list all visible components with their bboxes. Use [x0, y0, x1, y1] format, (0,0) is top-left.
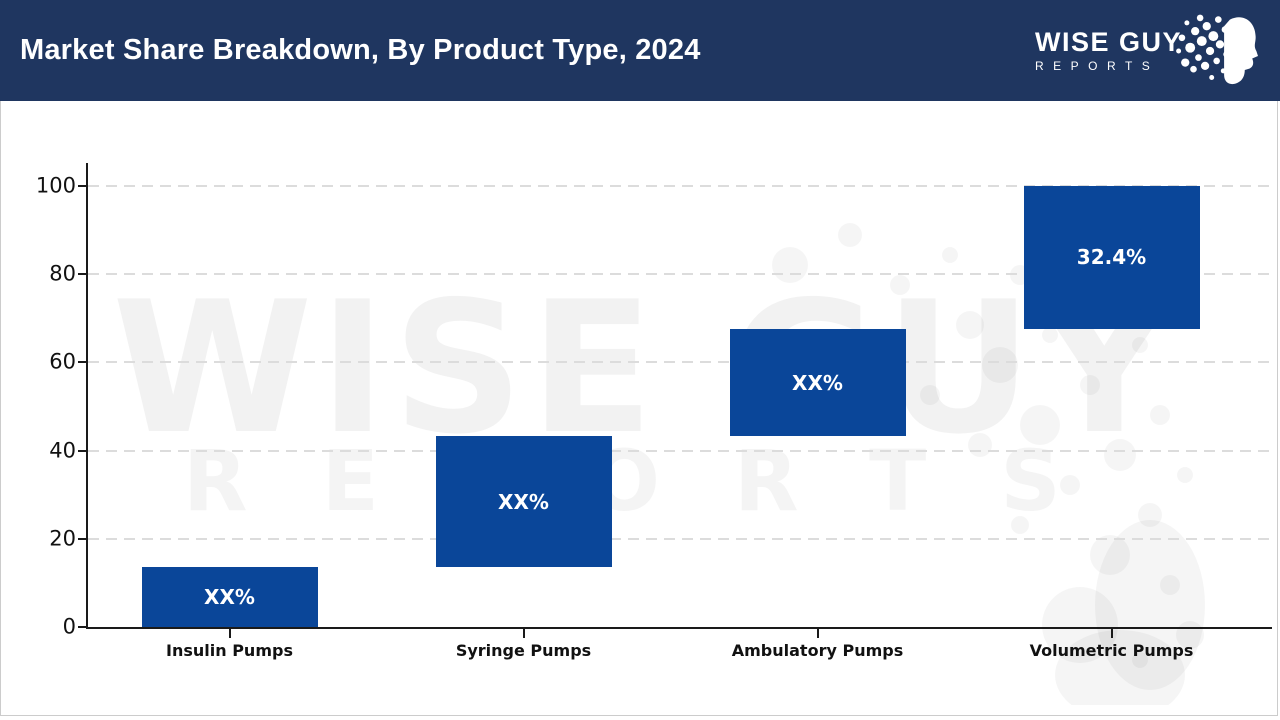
x-axis-label-1: Insulin Pumps — [166, 641, 293, 660]
logo-text: WISE GUY REPORTS — [1034, 27, 1182, 73]
watermark-subtext: REPORTS — [183, 432, 1135, 530]
y-axis-tick-label: 80 — [49, 261, 76, 286]
x-tick — [1110, 629, 1113, 638]
bar-ambulatory-pumps — [729, 328, 906, 437]
y-axis-tick-label: 60 — [49, 349, 76, 374]
face-profile-icon — [1176, 14, 1258, 84]
y-tick — [78, 361, 87, 364]
x-tick — [816, 629, 819, 638]
watermark-face-dots — [772, 223, 1205, 705]
logo-subtitle: REPORTS — [1034, 59, 1160, 73]
x-axis-label-2: Syringe Pumps — [455, 641, 592, 660]
bar-insulin-pumps — [141, 567, 318, 627]
bar-volumetric-pumps — [1023, 186, 1200, 329]
y-tick — [78, 185, 87, 187]
page-title: Market Share Breakdown, By Product Type,… — [20, 34, 701, 66]
chart-header: Market Share Breakdown, By Product Type,… — [0, 0, 1280, 101]
y-axis-tick-label: 20 — [49, 526, 76, 551]
bar-value-label: XX% — [204, 585, 255, 610]
gridline-40 — [88, 449, 1272, 452]
y-axis-tick-label: 40 — [49, 438, 76, 463]
x-tick — [522, 629, 525, 638]
gridline-20 — [88, 537, 1272, 540]
y-tick — [78, 626, 87, 628]
y-axis-tick-label: 0 — [62, 614, 76, 639]
bar-value-label: 32.4% — [1076, 245, 1147, 270]
y-tick — [78, 273, 87, 276]
y-tick — [78, 537, 87, 540]
wise-guy-logo: WISE GUY REPORTS — [1035, 5, 1258, 97]
x-axis-line — [86, 627, 1272, 629]
x-axis-label-3: Ambulatory Pumps — [731, 641, 904, 660]
logo-name: WISE GUY — [1034, 27, 1182, 57]
x-tick — [228, 629, 231, 638]
y-axis-line — [86, 163, 88, 629]
watermark-text: WISE GUY — [112, 262, 1177, 474]
gridline-80 — [88, 273, 1272, 276]
bar-value-label: XX% — [792, 370, 843, 395]
bar-syringe-pumps — [435, 436, 612, 568]
y-tick — [78, 449, 87, 452]
gridline-100 — [88, 185, 1272, 187]
x-axis-label-4: Volumetric Pumps — [1029, 641, 1194, 660]
bar-value-label: XX% — [498, 489, 549, 514]
y-axis-tick-label: 100 — [35, 173, 76, 198]
gridline-60 — [88, 361, 1272, 364]
